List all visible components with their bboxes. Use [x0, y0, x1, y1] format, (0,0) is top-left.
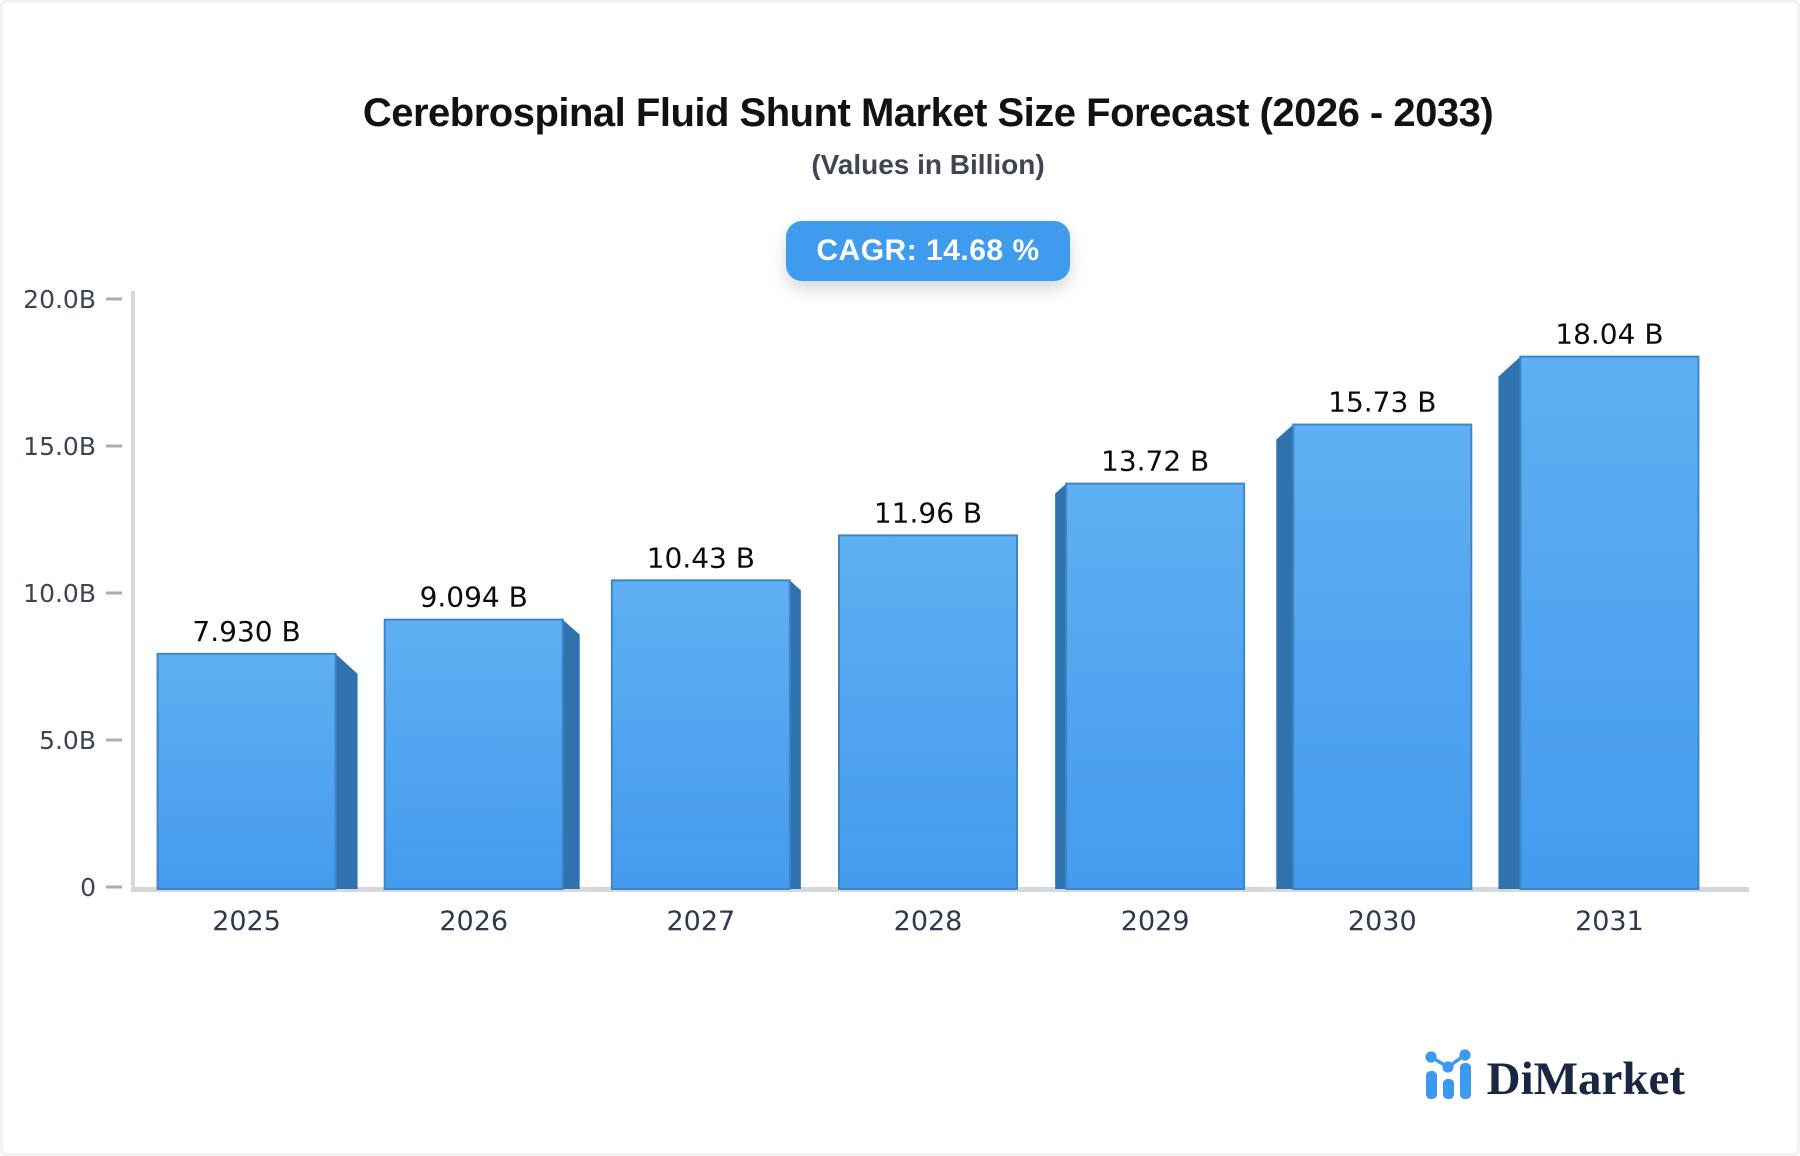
x-tick-label-2031: 2031: [1575, 906, 1644, 937]
bar-chart: 0 5.0B 10.0B 15.0B 20.0B 7.930 B 2025 9.094 B 20…: [23, 285, 1749, 937]
bar-2026: [383, 618, 564, 890]
value-label-2027: 10.43 B: [647, 541, 755, 574]
brand-logo: DiMarket: [1423, 1046, 1685, 1103]
y-tick-label: 5.0B: [39, 726, 96, 755]
y-tick-label: 20.0B: [23, 285, 96, 314]
chart-header: Cerebrospinal Fluid Shunt Market Size Fo…: [133, 89, 1723, 281]
x-tick-label-2026: 2026: [439, 906, 508, 937]
value-label-2030: 15.73 B: [1328, 386, 1436, 419]
y-tick-label: 15.0B: [23, 432, 96, 461]
x-tick-label-2028: 2028: [894, 906, 963, 937]
bar-2031: [1519, 355, 1700, 890]
bar-side-2030: [1276, 424, 1294, 889]
bar-2028: [838, 534, 1018, 890]
value-label-2029: 13.72 B: [1101, 445, 1209, 478]
value-label-2025: 7.930 B: [192, 615, 300, 648]
value-label-2031: 18.04 B: [1555, 318, 1663, 351]
y-tick-label: 0: [80, 873, 96, 902]
y-tick-mark: [106, 738, 122, 742]
y-tick-mark: [106, 591, 122, 595]
bar-side-2027: [789, 580, 801, 889]
x-tick-label-2029: 2029: [1121, 906, 1190, 937]
y-axis-line: [131, 291, 135, 892]
y-tick-mark: [106, 885, 122, 889]
x-tick-label-2025: 2025: [212, 906, 281, 937]
bar-side-2029: [1055, 483, 1067, 889]
value-label-2026: 9.094 B: [420, 581, 528, 614]
bar-2029: [1065, 482, 1246, 890]
bar-side-2031: [1498, 356, 1521, 889]
y-tick-label: 10.0B: [23, 579, 96, 608]
y-tick-mark: [106, 444, 122, 448]
bar-chart-logo-icon: [1425, 1049, 1471, 1099]
bar-2030: [1292, 423, 1473, 890]
bar-2027: [610, 579, 791, 890]
bar-side-2025: [335, 653, 358, 889]
brand-logo-text: DiMarket: [1486, 1053, 1685, 1105]
y-tick-mark: [106, 297, 122, 301]
value-label-2028: 11.96 B: [874, 496, 982, 529]
x-tick-label-2030: 2030: [1348, 906, 1417, 937]
x-tick-label-2027: 2027: [666, 906, 735, 937]
bar-2025: [156, 652, 337, 890]
chart-subtitle: (Values in Billion): [811, 149, 1045, 180]
bar-side-2026: [562, 619, 580, 889]
chart-title: Cerebrospinal Fluid Shunt Market Size Fo…: [362, 91, 1494, 135]
cagr-badge: CAGR: 14.68 %: [786, 221, 1070, 281]
